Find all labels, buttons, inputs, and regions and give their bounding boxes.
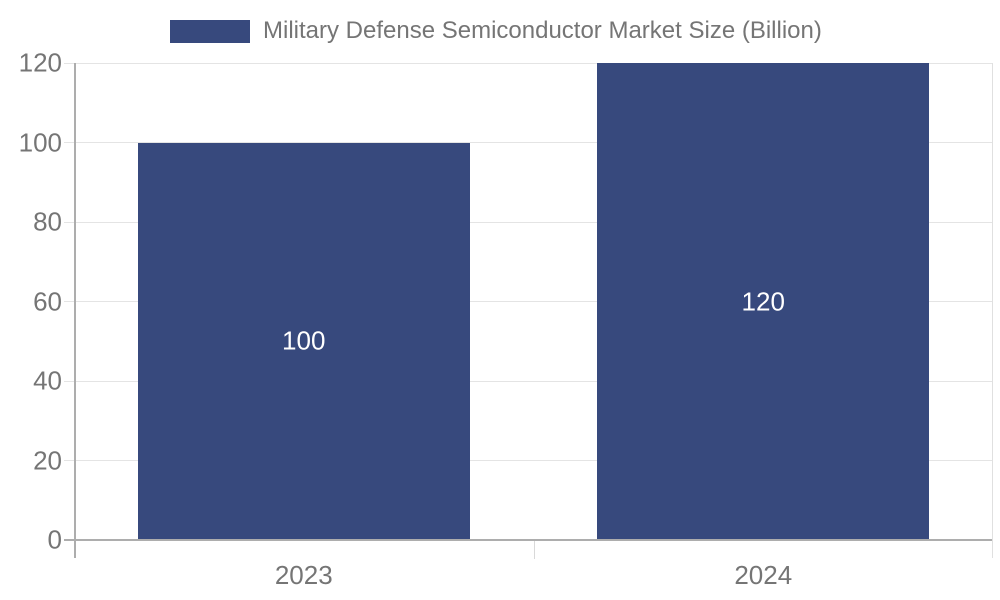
bar-2023 [137,142,470,540]
gridline [64,301,993,302]
y-tick-label: 100 [18,127,62,157]
legend-swatch [170,19,250,43]
bar-2024 [597,63,930,540]
y-tick-label: 60 [33,286,62,316]
chart-legend: Military Defense Semiconductor Market Si… [170,14,822,48]
y-tick-label: 0 [47,524,62,555]
y-tick-label: 120 [18,47,62,78]
x-tick-label: 2023 [274,560,333,590]
gridline [64,460,993,461]
x-tick-label: 2024 [734,560,793,590]
y-tick-label: 20 [33,445,62,475]
x-axis-line [64,539,993,541]
y-axis-line [74,63,76,558]
legend-label: Military Defense Semiconductor Market Si… [263,17,822,44]
bar-value-label: 120 [741,286,785,316]
y-tick-label: 80 [33,206,62,237]
bar-value-label: 100 [282,325,326,356]
gridline [64,142,993,143]
y-tick-label: 40 [33,365,62,396]
gridline [64,380,993,382]
gridline [64,62,993,64]
gridline [64,221,993,223]
plot-right-border [992,63,993,558]
x-axis-minor-tick [533,541,535,559]
